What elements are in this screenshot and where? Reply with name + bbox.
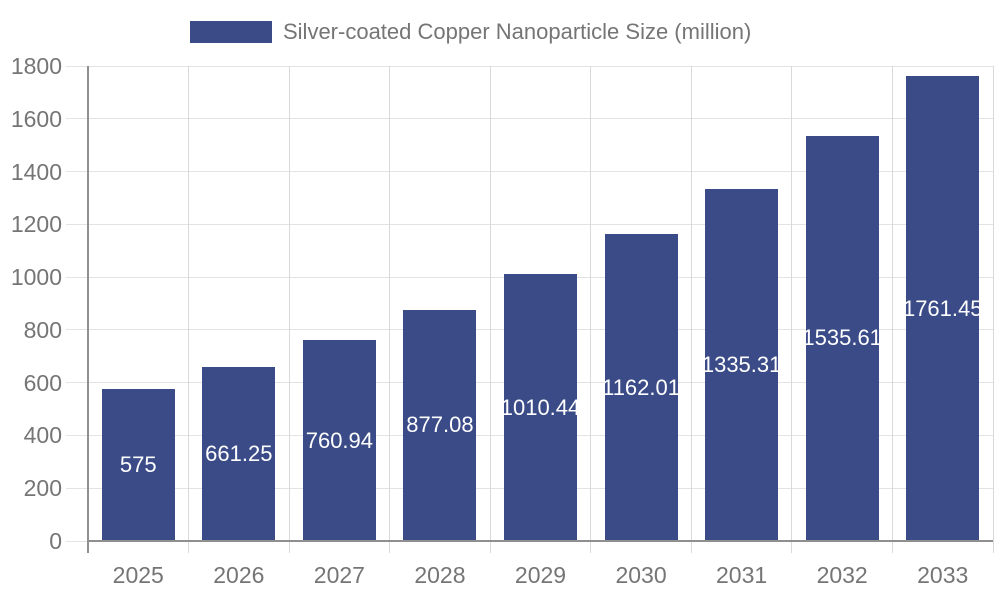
bar[interactable] [202, 366, 276, 541]
bar-value-label: 760.94 [305, 427, 374, 453]
bar-value-label: 575 [119, 452, 157, 478]
x-gridline [791, 66, 793, 553]
x-axis-label: 2028 [414, 562, 466, 588]
bar[interactable] [504, 274, 577, 541]
bar[interactable] [705, 188, 779, 541]
y-gridline [66, 171, 993, 173]
x-axis-label: 2030 [615, 562, 667, 588]
bar-value-label: 1535.61 [802, 325, 882, 351]
x-gridline [992, 66, 994, 553]
bar[interactable] [302, 340, 376, 541]
x-gridline [891, 66, 893, 553]
x-axis-line [88, 540, 993, 542]
bar-value-label: 1162.01 [602, 374, 680, 400]
y-tick-label: 400 [23, 422, 62, 449]
x-axis-label: 2032 [816, 562, 868, 588]
legend[interactable]: Silver-coated Copper Nanoparticle Size (… [190, 18, 751, 46]
y-tick-label: 1200 [10, 211, 62, 238]
x-axis-label: 2025 [112, 562, 164, 588]
bar-value-label: 1761.45 [902, 295, 983, 321]
x-axis-label: 2029 [514, 562, 567, 588]
bar-value-label: 1335.31 [701, 351, 782, 377]
bar[interactable] [604, 234, 678, 541]
y-tick-label: 1000 [10, 264, 62, 291]
x-gridline [389, 66, 391, 553]
bar-value-label: 1010.44 [500, 394, 581, 420]
x-gridline [288, 66, 290, 553]
bar[interactable] [403, 309, 477, 541]
bar[interactable] [805, 135, 879, 541]
y-tick-label: 600 [23, 369, 62, 396]
y-tick-label: 1400 [10, 158, 62, 185]
x-axis-label: 2031 [716, 562, 768, 588]
y-gridline [66, 118, 993, 120]
x-gridline [489, 66, 491, 553]
y-axis-line [87, 66, 89, 553]
y-tick-label: 0 [49, 528, 62, 554]
y-gridline [66, 65, 993, 67]
bar[interactable] [101, 389, 175, 541]
x-gridline [188, 66, 190, 553]
x-axis-label: 2027 [313, 562, 365, 588]
y-tick-label: 1600 [10, 105, 62, 132]
legend-label: Silver-coated Copper Nanoparticle Size (… [283, 19, 752, 44]
x-axis-label: 2026 [213, 562, 265, 588]
legend-swatch [190, 21, 272, 43]
bar[interactable] [906, 76, 980, 541]
bar-value-label: 661.25 [205, 440, 273, 466]
y-tick-label: 800 [23, 316, 62, 343]
x-gridline [590, 66, 592, 553]
x-gridline [690, 66, 692, 553]
y-tick-label: 1800 [10, 53, 62, 79]
x-axis-label: 2033 [917, 562, 969, 588]
bar-value-label: 877.08 [406, 412, 474, 438]
y-tick-label: 200 [23, 475, 62, 502]
y-gridline [66, 223, 993, 225]
